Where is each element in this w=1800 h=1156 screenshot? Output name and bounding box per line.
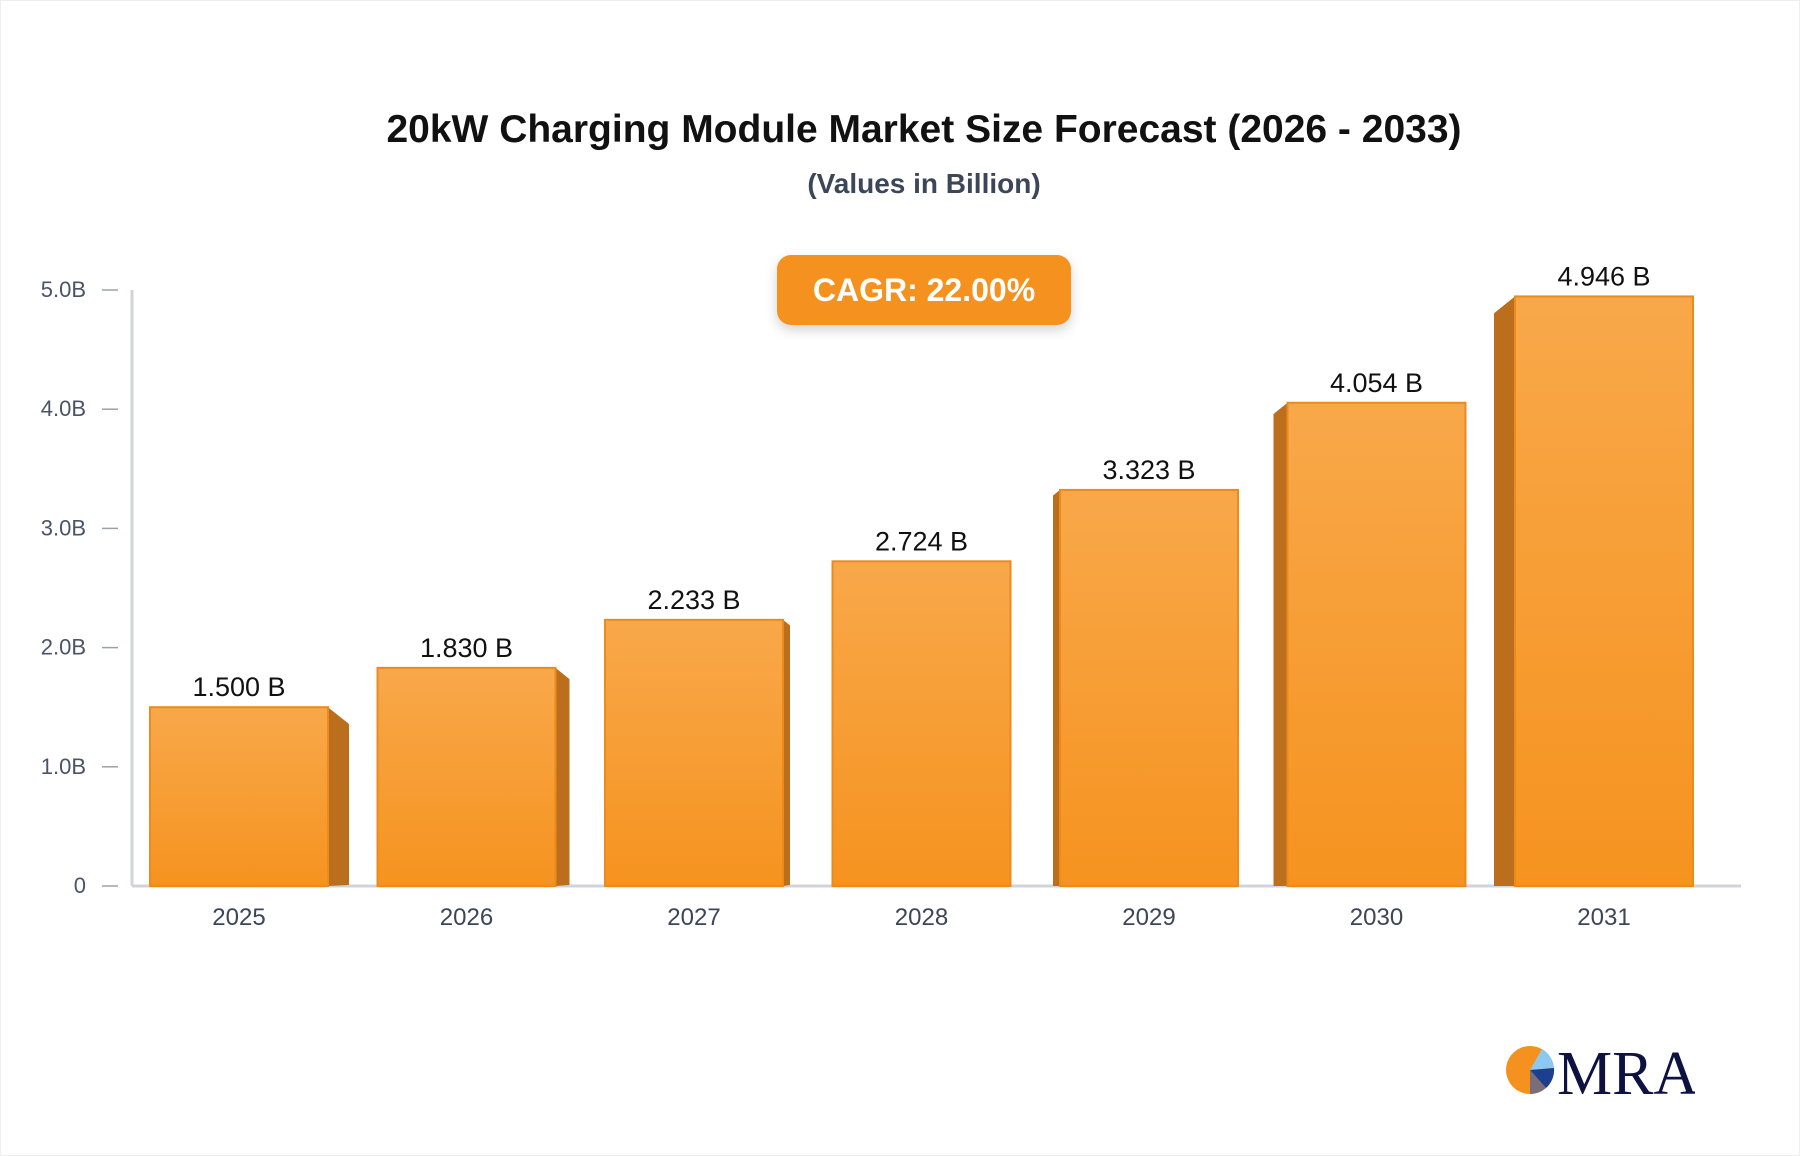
cagr-badge: CAGR: 22.00% — [777, 255, 1071, 325]
x-tick-label: 2031 — [1577, 904, 1630, 931]
svg-text:MRA: MRA — [1557, 1040, 1695, 1100]
x-tick-label: 2030 — [1350, 904, 1403, 931]
bar-value-label: 1.500 B — [192, 672, 285, 702]
chart-subtitle: (Values in Billion) — [807, 168, 1041, 199]
bar-side — [555, 667, 570, 886]
bar — [149, 706, 329, 888]
x-tick-label: 2027 — [667, 904, 720, 931]
y-tick-label: 1.0B — [41, 754, 86, 779]
mra-logo: MRA — [1505, 1040, 1695, 1100]
y-tick-label: 4.0B — [41, 396, 86, 421]
bar-value-label: 1.830 B — [420, 633, 513, 663]
x-tick-label: 2028 — [895, 904, 948, 931]
chart-title: 20kW Charging Module Market Size Forecas… — [386, 108, 1462, 151]
y-tick-label: 0 — [74, 873, 86, 898]
bar-side — [1053, 489, 1060, 886]
bar — [831, 560, 1012, 887]
x-tick-label: 2026 — [440, 904, 493, 931]
x-tick-label: 2029 — [1122, 904, 1175, 931]
bar — [1514, 295, 1694, 887]
bar — [1286, 401, 1467, 887]
bar — [376, 666, 557, 888]
bar-side — [783, 619, 790, 886]
y-tick-label: 5.0B — [41, 277, 86, 302]
bar-side — [328, 707, 349, 886]
bar-side — [1273, 402, 1288, 886]
bar — [1059, 488, 1239, 887]
y-tick-label: 3.0B — [41, 515, 86, 540]
bar-value-label: 4.054 B — [1330, 368, 1423, 398]
y-tick-label: 2.0B — [41, 635, 86, 660]
bar-value-label: 2.233 B — [647, 585, 740, 615]
x-tick-label: 2025 — [212, 904, 265, 931]
logo-pie-icon: MRA — [1506, 1040, 1695, 1100]
bar — [604, 618, 784, 888]
bar-value-label: 3.323 B — [1102, 455, 1195, 485]
bar-value-label: 2.724 B — [875, 526, 968, 556]
bar-side — [1494, 296, 1515, 887]
bar-value-label: 4.946 B — [1557, 261, 1650, 291]
